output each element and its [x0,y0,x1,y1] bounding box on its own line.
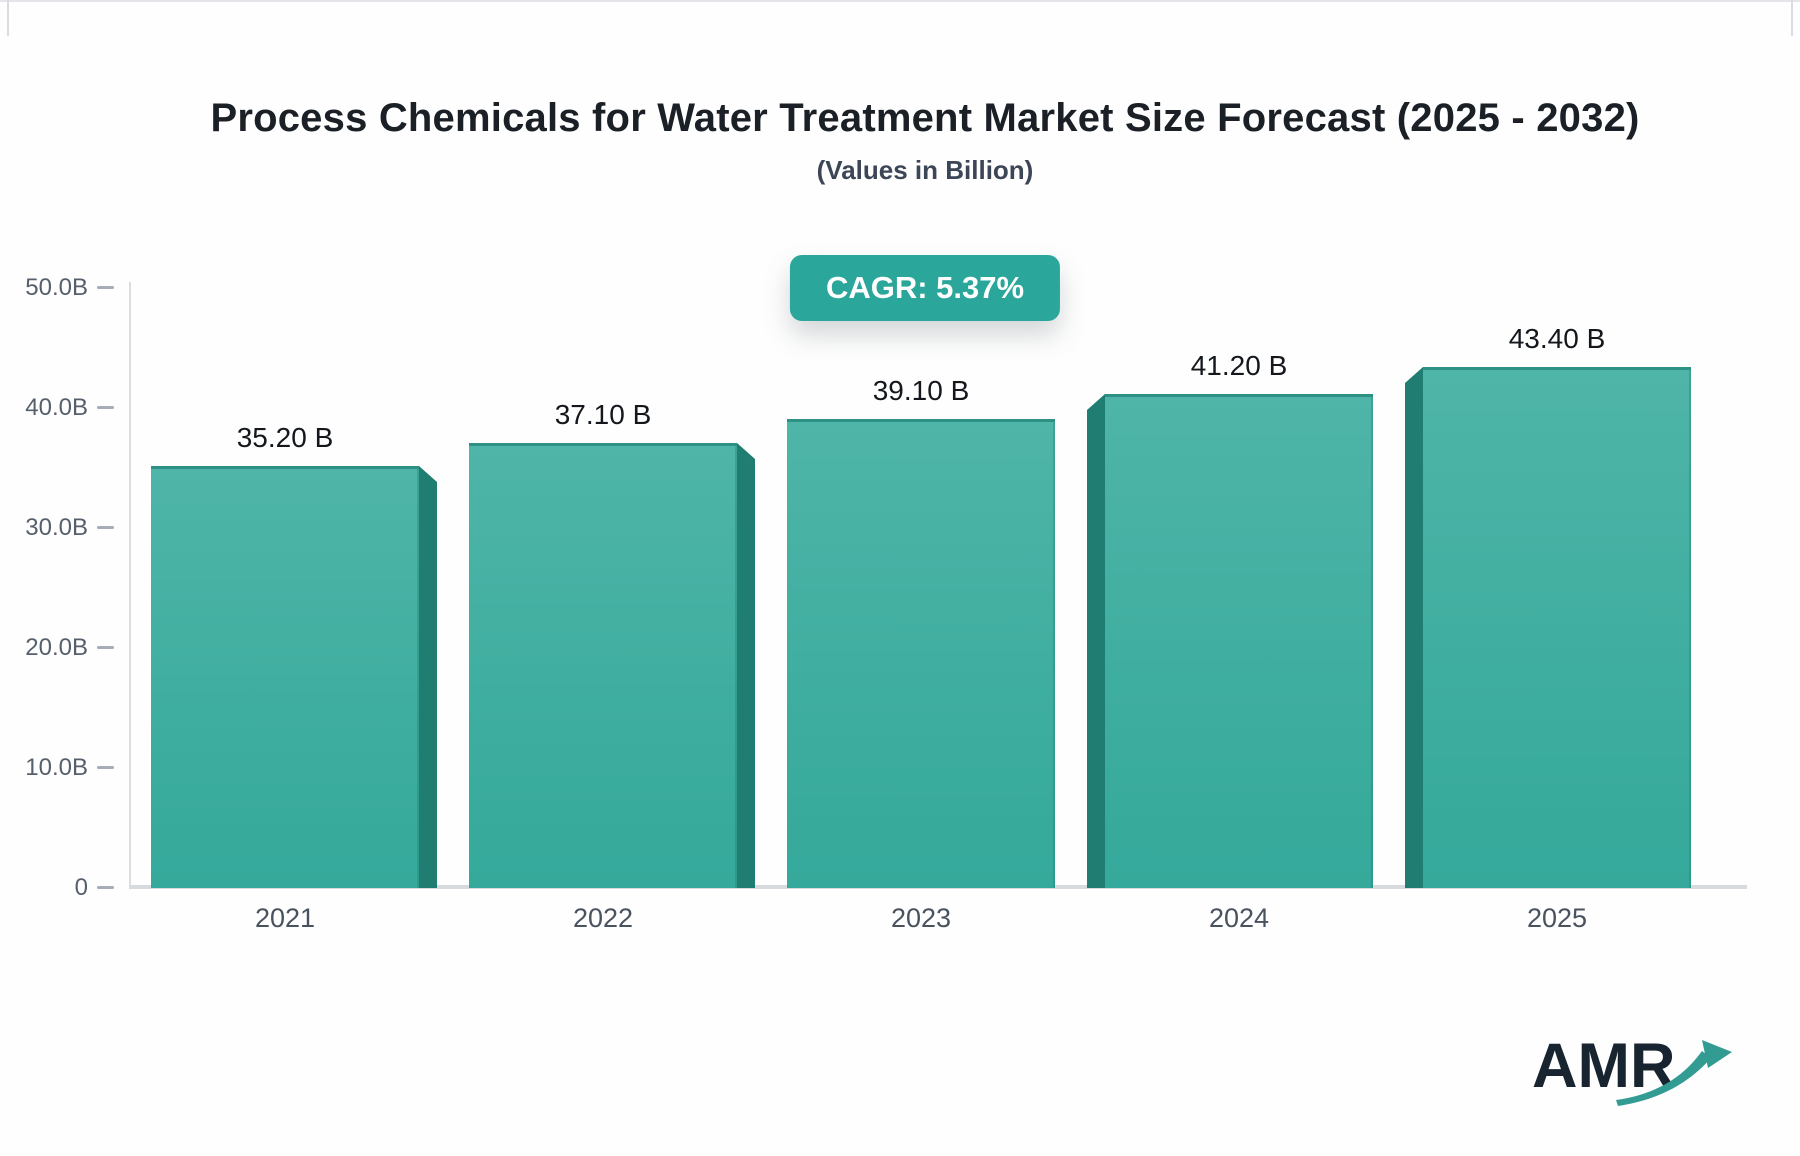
amr-logo-text: AMR [1532,1031,1676,1101]
bar-value-label: 37.10 B [554,399,652,430]
growth-arrow-icon [1616,1040,1732,1106]
y-axis-tick-label: 50.0B [25,274,88,301]
bar-3d-side [1405,367,1423,888]
cagr-badge: CAGR: 5.37% [789,255,1061,321]
bar-value-label: 41.20 B [1190,350,1288,381]
y-axis-tick-mark [97,886,114,889]
bar-3d-side [737,443,755,888]
x-axis-label: 2021 [254,903,316,933]
x-axis-label: 2024 [1208,903,1270,933]
window-top-edge [0,0,1800,2]
y-axis-tick-mark [97,526,114,529]
bar-value-label: 39.10 B [872,375,970,406]
x-axis-label: 2022 [572,903,634,933]
bar [469,443,737,888]
bar [151,466,419,888]
bar-value-label: 35.20 B [236,422,334,453]
y-axis-tick-label: 0 [74,874,88,901]
chart-title: Process Chemicals for Water Treatment Ma… [210,96,1640,140]
bar [787,419,1055,888]
y-axis-tick-mark [97,646,114,649]
y-axis-line [129,282,131,888]
window-corner-right [1791,0,1793,36]
amr-logo: AMR [1532,1030,1732,1120]
chart-subtitle: (Values in Billion) [816,155,1034,185]
bar-3d-side [419,466,437,888]
y-axis-tick-label: 10.0B [25,754,88,781]
chart-header: Process Chemicals for Water Treatment Ma… [50,0,1800,186]
x-axis-label: 2023 [890,903,952,933]
y-axis-tick-label: 30.0B [25,514,88,541]
y-axis-tick-label: 40.0B [25,394,88,421]
y-axis-tick-mark [97,286,114,289]
bar [1423,367,1691,888]
y-axis-tick-mark [97,766,114,769]
y-axis-tick-label: 20.0B [25,634,88,661]
bar [1105,394,1373,888]
window-corner-left [7,0,9,36]
y-axis-tick-mark [97,406,114,409]
bar-3d-side [1087,394,1105,888]
bar-value-label: 43.40 B [1508,323,1606,354]
x-axis-label: 2025 [1526,903,1588,933]
